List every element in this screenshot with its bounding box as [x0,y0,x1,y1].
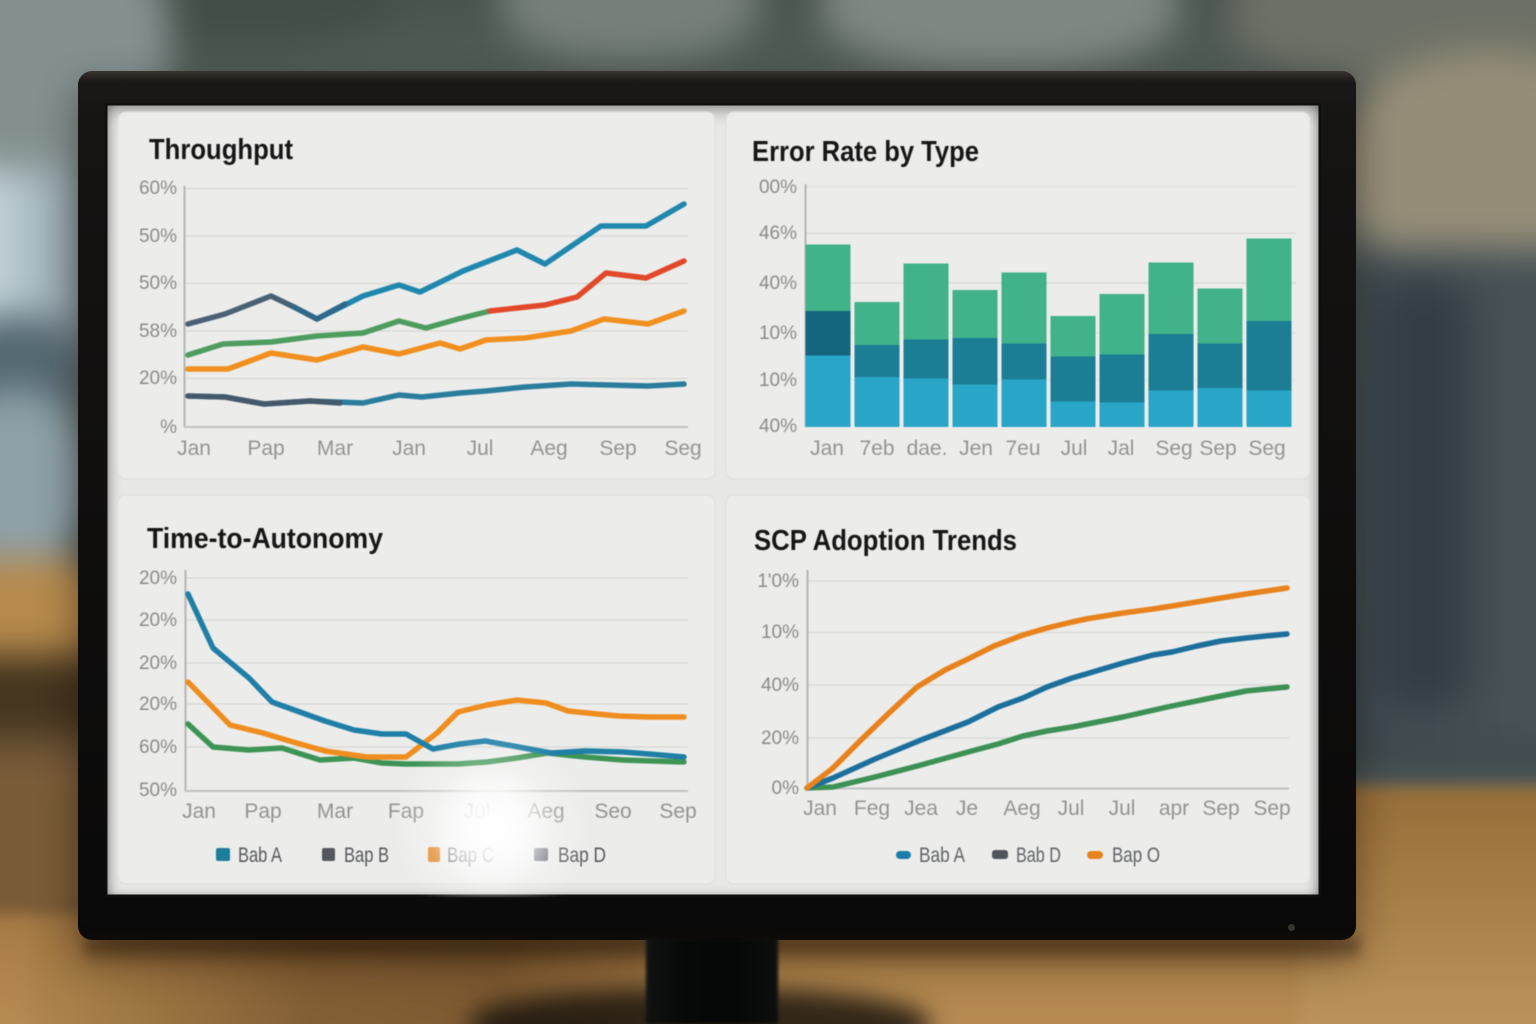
svg-text:Sep: Sep [599,437,636,460]
svg-text:50%: 50% [139,780,177,801]
svg-text:60%: 60% [139,737,177,758]
svg-text:Error Rate by Type: Error Rate by Type [752,136,979,168]
svg-text:7eb: 7eb [859,437,894,460]
svg-text:Aeg: Aeg [530,437,567,460]
svg-text:Seo: Seo [594,800,631,823]
svg-text:Sep: Sep [1253,797,1290,820]
svg-text:46%: 46% [759,223,797,244]
svg-text:Jul: Jul [1109,797,1136,820]
svg-text:Jan: Jan [803,797,837,820]
svg-text:40%: 40% [759,416,797,437]
svg-text:10%: 10% [761,622,799,643]
svg-text:60%: 60% [139,178,177,199]
svg-text:Pap: Pap [244,800,281,823]
svg-text:Bap O: Bap O [1112,844,1160,867]
svg-text:20%: 20% [139,694,177,715]
svg-text:Seg: Seg [664,437,701,460]
svg-text:Mar: Mar [317,800,353,823]
svg-text:Seg: Seg [1155,437,1192,460]
svg-text:20%: 20% [139,610,177,631]
svg-text:Jan: Jan [810,437,844,460]
svg-text:50%: 50% [139,273,177,294]
svg-text:Sep: Sep [1202,797,1239,820]
svg-text:7eu: 7eu [1005,437,1040,460]
svg-text:Jal: Jal [1108,437,1135,460]
svg-text:20%: 20% [139,368,177,389]
svg-text:apr: apr [1159,797,1189,820]
svg-text:1'0%: 1'0% [757,571,799,592]
svg-text:Sep: Sep [1199,437,1236,460]
svg-text:20%: 20% [761,728,799,749]
svg-text:Seg: Seg [1248,437,1285,460]
svg-text:40%: 40% [761,675,799,696]
svg-text:Jen: Jen [959,437,993,460]
svg-text:10%: 10% [759,323,797,344]
svg-text:Jul: Jul [467,437,494,460]
svg-text:Jul: Jul [1058,797,1085,820]
svg-text:Bab D: Bab D [1016,844,1061,867]
svg-text:Bab A: Bab A [919,844,965,867]
svg-text:Jul: Jul [1061,437,1088,460]
svg-text:40%: 40% [759,273,797,294]
svg-text:SCP Adoption Trends: SCP Adoption Trends [754,525,1017,557]
svg-text:Throughput: Throughput [149,134,293,166]
svg-text:Time-to-Autonomy: Time-to-Autonomy [147,523,383,555]
svg-text:20%: 20% [139,568,177,589]
svg-text:20%: 20% [139,653,177,674]
svg-text:Je: Je [956,797,978,820]
svg-text:Jan: Jan [182,800,216,823]
svg-text:Pap: Pap [247,437,284,460]
svg-text:Jan: Jan [177,437,211,460]
svg-text:Mar: Mar [317,437,353,460]
svg-text:Jea: Jea [904,797,938,820]
svg-text:58%: 58% [139,321,177,342]
svg-text:%: % [160,417,177,438]
svg-text:10%: 10% [759,370,797,391]
svg-text:00%: 00% [759,177,797,198]
svg-text:Jan: Jan [392,437,426,460]
svg-text:Bap B: Bap B [344,844,389,867]
svg-text:0%: 0% [772,778,800,799]
svg-text:dae.: dae. [907,437,948,460]
svg-text:50%: 50% [139,226,177,247]
svg-text:Feg: Feg [854,797,890,820]
svg-text:Aeg: Aeg [1003,797,1040,820]
svg-text:Bab A: Bab A [238,844,282,867]
svg-text:Sep: Sep [659,800,696,823]
